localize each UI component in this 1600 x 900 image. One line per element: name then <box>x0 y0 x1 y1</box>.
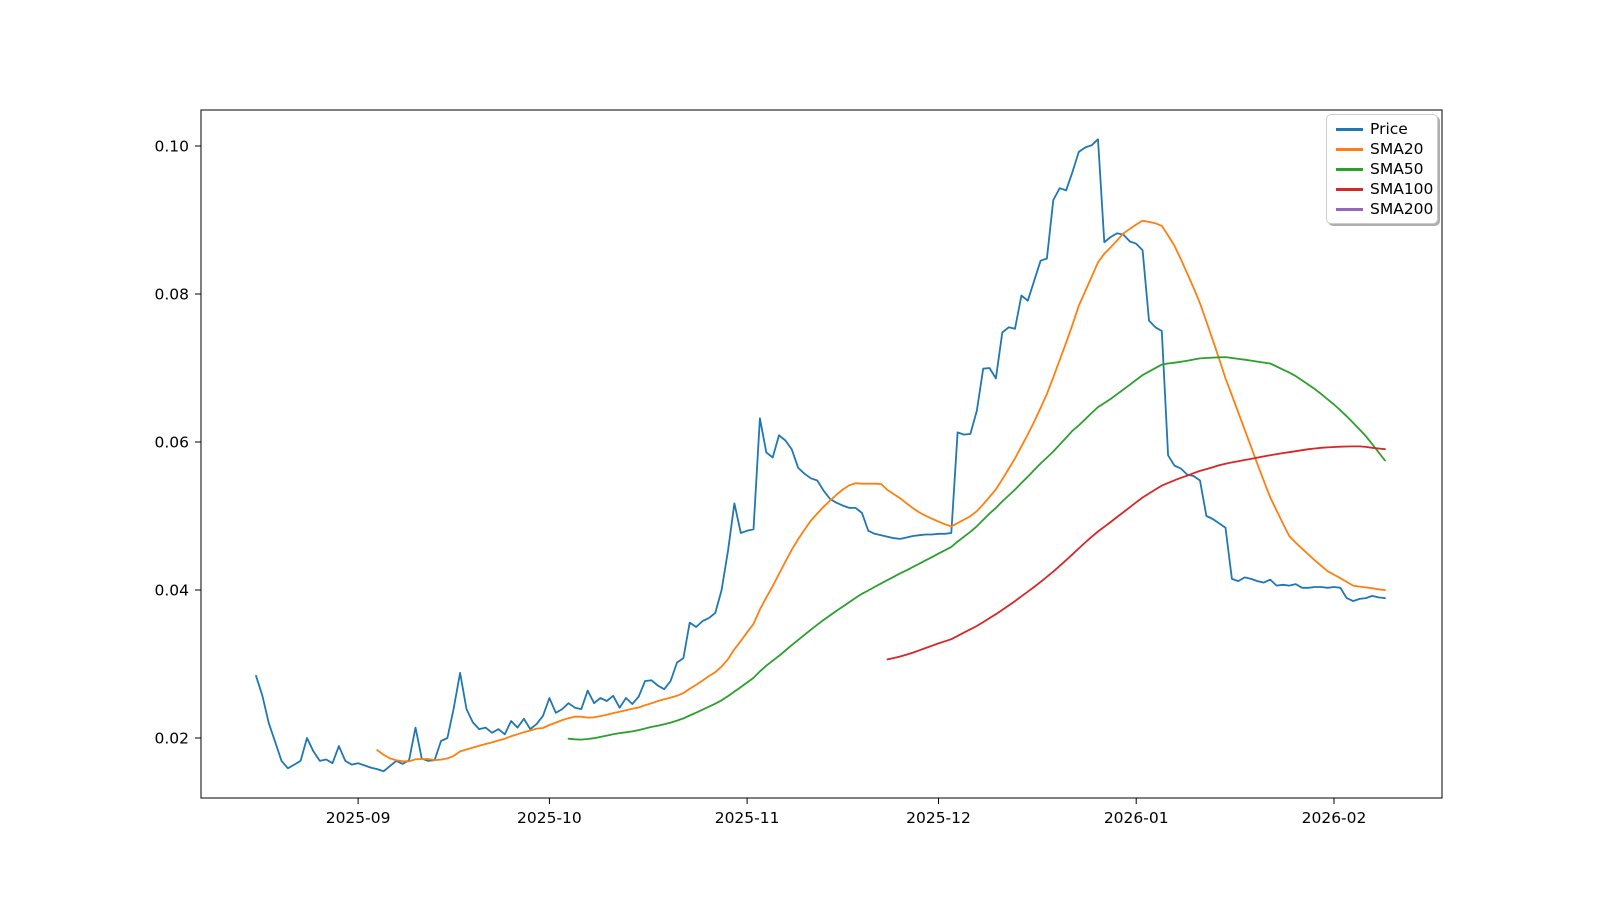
legend-label-sma50: SMA50 <box>1370 159 1424 178</box>
legend-item-sma20: SMA20 <box>1336 139 1428 158</box>
legend-line-sample-sma200 <box>1336 208 1363 211</box>
y-tick-label: 0.02 <box>154 730 189 748</box>
x-tick-label: 2025-09 <box>326 809 391 827</box>
price-line <box>255 138 1386 773</box>
legend-item-sma200: SMA200 <box>1336 201 1433 217</box>
legend: Price SMA20 SMA50 SMA100 SMA200 <box>1326 114 1438 224</box>
sma20-line <box>376 219 1386 763</box>
y-tick-label: 0.08 <box>154 286 189 304</box>
legend-item-sma50: SMA50 <box>1336 159 1428 178</box>
y-tick-label: 0.06 <box>154 434 189 452</box>
y-tick-label: 0.04 <box>154 582 189 600</box>
plot-border <box>200 109 1443 799</box>
x-tick-label: 2025-10 <box>517 809 582 827</box>
sma100-line <box>886 445 1386 661</box>
x-tick-label: 2026-02 <box>1302 809 1367 827</box>
legend-label-sma200: SMA200 <box>1370 199 1434 218</box>
legend-label-sma20: SMA20 <box>1370 139 1424 158</box>
x-tick-label: 2026-01 <box>1104 809 1169 827</box>
legend-line-sample-sma20 <box>1336 148 1363 151</box>
legend-line-sample-sma50 <box>1336 168 1363 171</box>
legend-item-sma100: SMA100 <box>1336 181 1433 197</box>
legend-label-price: Price <box>1370 119 1408 138</box>
legend-item-price: Price <box>1336 119 1428 138</box>
x-tick-label: 2025-12 <box>906 809 971 827</box>
legend-label-sma100: SMA100 <box>1370 179 1434 198</box>
sma50-line <box>567 356 1386 741</box>
legend-line-sample-sma100 <box>1336 188 1363 191</box>
legend-line-sample-price <box>1336 128 1363 131</box>
y-tick-label: 0.10 <box>154 138 189 156</box>
x-tick-label: 2025-11 <box>715 809 780 827</box>
